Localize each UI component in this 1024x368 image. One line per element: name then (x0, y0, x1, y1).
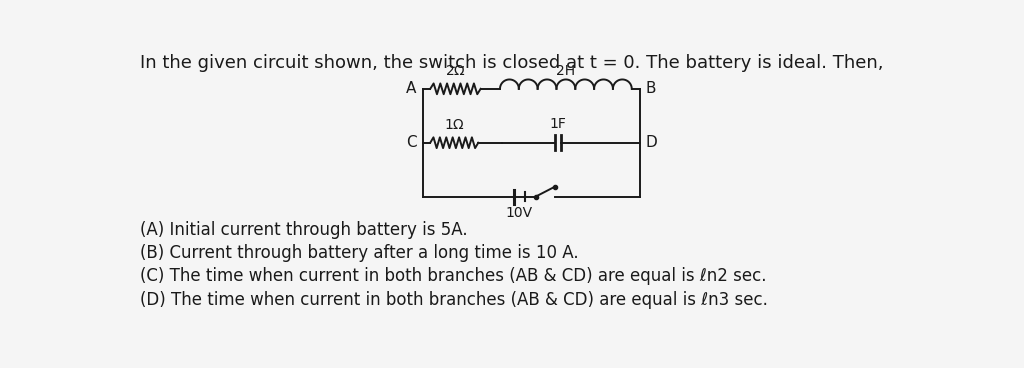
Text: 1$\Omega$: 1$\Omega$ (443, 118, 465, 132)
Text: C: C (406, 135, 417, 150)
Text: (C) The time when current in both branches (AB & CD) are equal is ℓn2 sec.: (C) The time when current in both branch… (139, 268, 766, 286)
Text: 2H: 2H (556, 64, 575, 78)
Text: (D) The time when current in both branches (AB & CD) are equal is ℓn3 sec.: (D) The time when current in both branch… (139, 291, 768, 308)
Text: (A) Initial current through battery is 5A.: (A) Initial current through battery is 5… (139, 221, 467, 239)
Text: In the given circuit shown, the switch is closed at t = 0. The battery is ideal.: In the given circuit shown, the switch i… (139, 54, 883, 72)
Text: 10V: 10V (506, 206, 532, 220)
Text: 2$\Omega$: 2$\Omega$ (445, 64, 466, 78)
Text: B: B (646, 81, 656, 96)
Text: A: A (406, 81, 417, 96)
Text: D: D (646, 135, 657, 150)
Text: 1F: 1F (550, 117, 566, 131)
Text: (B) Current through battery after a long time is 10 A.: (B) Current through battery after a long… (139, 244, 579, 262)
